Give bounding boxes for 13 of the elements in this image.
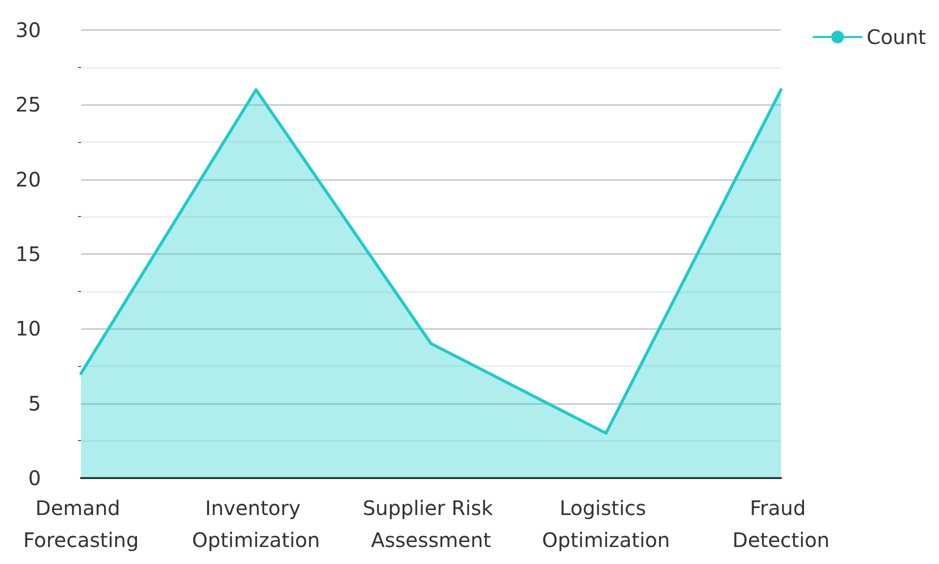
x-tick-label: Demand Forecasting [23, 496, 139, 552]
y-tick-label: 5 [28, 391, 41, 416]
x-tick-label: Supplier Risk Assessment [362, 496, 500, 552]
y-tick-label: 30 [16, 18, 41, 42]
x-tick-label: Logistics Optimization [542, 496, 670, 552]
y-tick-label: 0 [28, 466, 41, 490]
x-tick-label: Inventory Optimization [192, 496, 320, 552]
x-tick-label: Fraud Detection [732, 496, 830, 552]
y-tick-label: 20 [16, 167, 41, 192]
y-tick-label: 10 [16, 316, 41, 341]
y-tick-label: 25 [16, 92, 41, 117]
y-tick-label: 15 [16, 242, 41, 266]
legend-label: Count [866, 25, 926, 49]
